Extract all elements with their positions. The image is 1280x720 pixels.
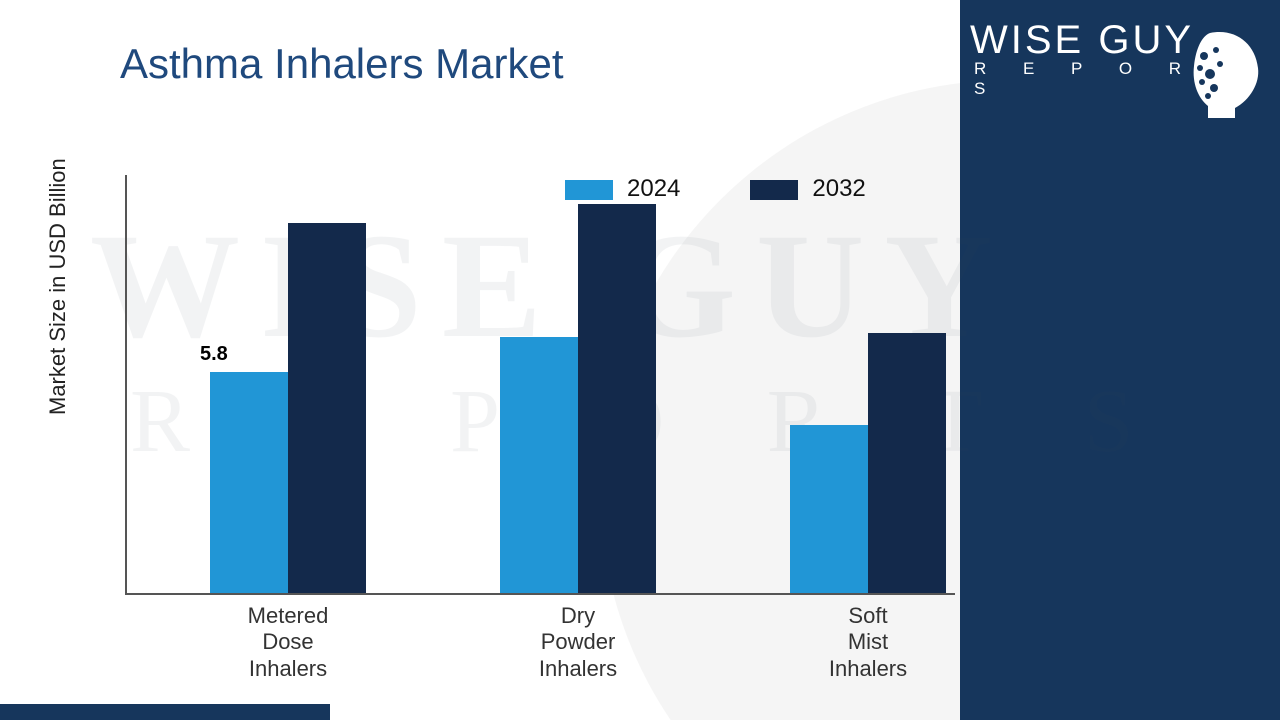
bar-2032 (868, 333, 946, 593)
chart-area: 20242032 Market Size in USD Billion 5.8M… (95, 175, 955, 655)
page: WISE GUY R E P O R T S WISE GUY R E P O … (0, 0, 1280, 720)
bar-group (790, 333, 946, 593)
chart-title: Asthma Inhalers Market (120, 40, 564, 88)
logo: WISE GUY R E P O R T S (970, 18, 1250, 99)
bar-2024 (790, 425, 868, 593)
bar-group (210, 223, 366, 593)
bar-2024 (210, 372, 288, 593)
logo-head-icon (1180, 28, 1262, 118)
plot-area: 5.8MeteredDoseInhalersDryPowderInhalersS… (125, 175, 955, 595)
x-tick-label: MeteredDoseInhalers (213, 603, 363, 682)
bar-2024 (500, 337, 578, 593)
bottom-accent-bar (0, 704, 330, 720)
bar-group (500, 204, 656, 593)
x-tick-label: SoftMistInhalers (793, 603, 943, 682)
bar-2032 (288, 223, 366, 593)
x-tick-label: DryPowderInhalers (503, 603, 653, 682)
y-axis-label: Market Size in USD Billion (45, 158, 71, 415)
bar-2032 (578, 204, 656, 593)
